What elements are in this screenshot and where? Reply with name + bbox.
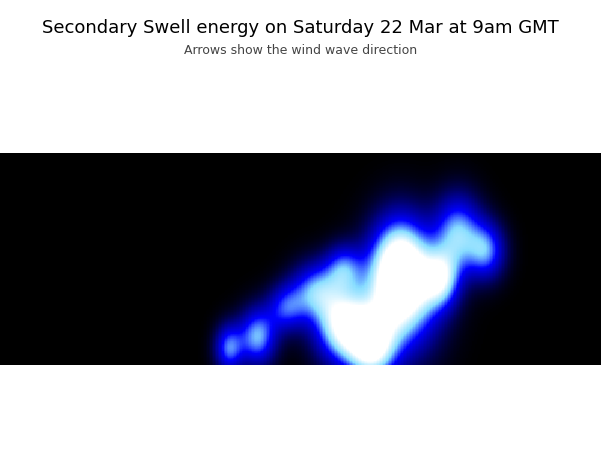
Text: Arrows show the wind wave direction: Arrows show the wind wave direction (184, 44, 417, 57)
Text: Secondary Swell energy on Saturday 22 Mar at 9am GMT: Secondary Swell energy on Saturday 22 Ma… (42, 19, 559, 37)
